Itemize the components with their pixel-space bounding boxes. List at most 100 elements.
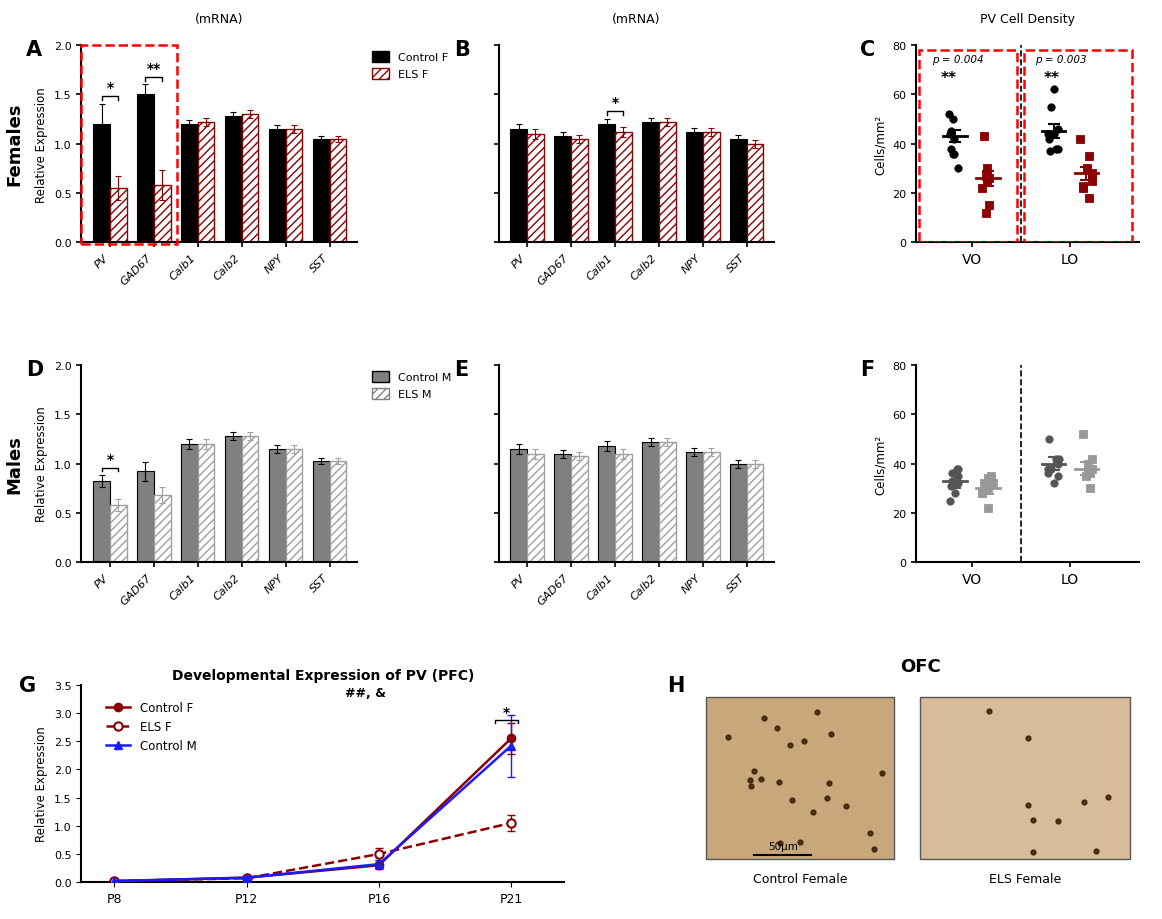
Title: Developmental Expression of PV (PFC): Developmental Expression of PV (PFC)	[172, 668, 474, 683]
Point	[1071, 132, 1090, 147]
Text: *: *	[503, 705, 510, 719]
Bar	[242, 437, 258, 562]
Point	[1049, 457, 1068, 471]
Point	[944, 112, 962, 127]
Point	[1045, 83, 1063, 97]
Point	[949, 461, 968, 476]
Bar	[659, 442, 675, 562]
Bar	[730, 464, 747, 562]
Point	[1047, 142, 1066, 157]
Text: p = 0.004: p = 0.004	[932, 55, 984, 65]
Point	[978, 482, 997, 496]
Bar	[747, 144, 763, 244]
Point	[973, 182, 991, 197]
Line: ELS F: ELS F	[110, 819, 515, 885]
Legend: Control F, ELS F, Control M: Control F, ELS F, Control M	[102, 697, 201, 757]
FancyBboxPatch shape	[706, 697, 895, 858]
Bar	[643, 442, 659, 562]
Bar	[615, 454, 632, 562]
Text: G: G	[19, 675, 36, 695]
Point	[1039, 461, 1057, 476]
Bar	[268, 130, 286, 244]
Text: PV Cell Density: PV Cell Density	[980, 13, 1075, 27]
Point	[1074, 427, 1092, 442]
Bar	[643, 123, 659, 244]
Bar	[181, 445, 198, 562]
Text: Males: Males	[5, 435, 23, 494]
Point	[1077, 162, 1096, 176]
Text: Females: Females	[5, 103, 23, 187]
Bar	[93, 125, 110, 244]
Point	[978, 501, 997, 516]
Point	[1083, 167, 1102, 182]
Text: *: *	[107, 452, 114, 466]
Point	[1049, 452, 1068, 467]
Point	[1049, 122, 1068, 137]
Point	[1039, 128, 1057, 142]
Legend: Control, ELS: Control, ELS	[1152, 367, 1162, 402]
Bar	[703, 452, 719, 562]
Point	[940, 494, 959, 508]
Text: p = 0.003: p = 0.003	[1035, 55, 1086, 65]
Bar	[286, 449, 302, 562]
Point	[1079, 191, 1098, 206]
Legend: Control M, ELS M: Control M, ELS M	[368, 367, 456, 404]
Bar	[313, 461, 330, 562]
Point	[949, 469, 968, 483]
Bar	[268, 449, 286, 562]
Point	[946, 486, 964, 501]
Bar	[313, 140, 330, 244]
Y-axis label: Relative Expression: Relative Expression	[35, 726, 49, 842]
Bar	[137, 472, 153, 562]
Point	[977, 482, 996, 496]
Control F	[107, 876, 121, 887]
Bar	[686, 132, 703, 244]
Point	[1045, 476, 1063, 491]
Point	[1083, 461, 1102, 476]
Point	[978, 162, 997, 176]
Bar	[571, 456, 588, 562]
Point	[1041, 461, 1060, 476]
Bar	[554, 454, 571, 562]
Text: OFC: OFC	[901, 657, 941, 675]
Text: E: E	[454, 359, 468, 380]
Point	[975, 476, 994, 491]
Bar	[286, 130, 302, 244]
ELS F	[107, 876, 121, 887]
Point	[1083, 175, 1102, 189]
Control M	[239, 872, 253, 883]
Text: B: B	[454, 40, 471, 60]
Bar	[703, 132, 719, 244]
Text: (mRNA): (mRNA)	[612, 13, 660, 27]
Point	[1078, 457, 1097, 471]
Point	[1042, 100, 1061, 115]
Bar	[510, 130, 528, 244]
Point	[947, 461, 966, 476]
Point	[942, 125, 961, 140]
Bar	[598, 125, 615, 244]
Bar	[330, 140, 346, 244]
Control M	[504, 741, 518, 752]
Legend: Control F, ELS F: Control F, ELS F	[368, 48, 452, 85]
Point	[942, 474, 961, 489]
Bar	[510, 449, 528, 562]
Point	[1039, 467, 1057, 482]
Line: Control M: Control M	[110, 742, 515, 885]
FancyBboxPatch shape	[920, 697, 1129, 858]
Point	[973, 486, 991, 501]
Point	[945, 132, 963, 147]
Bar	[659, 123, 675, 244]
Bar	[615, 132, 632, 244]
Point	[948, 162, 967, 176]
Point	[1049, 142, 1068, 157]
Point	[1078, 464, 1097, 479]
Bar	[198, 123, 215, 244]
Text: ELS Female: ELS Female	[989, 872, 1061, 885]
Bar	[198, 445, 215, 562]
Point	[980, 172, 998, 187]
Bar	[528, 454, 544, 562]
Point	[941, 128, 960, 142]
Point	[945, 147, 963, 162]
Text: mPFC: mPFC	[603, 0, 669, 3]
Point	[977, 175, 996, 189]
